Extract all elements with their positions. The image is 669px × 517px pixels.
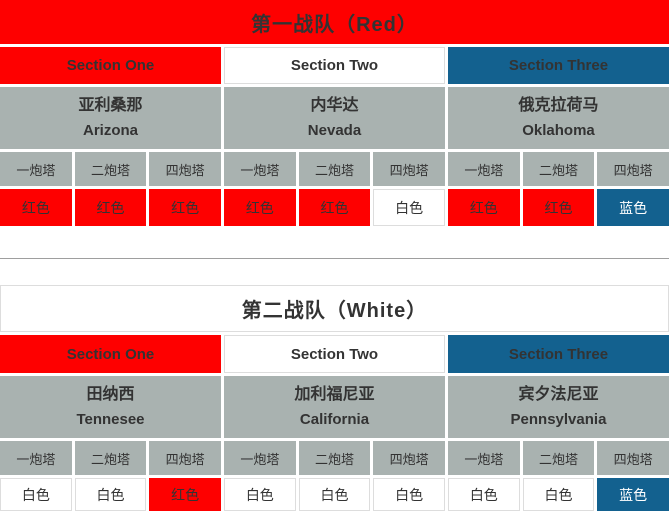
state-name-cn: 加利福尼亚 bbox=[294, 385, 375, 403]
team1-s1-tower1-header: 一炮塔 bbox=[0, 152, 72, 186]
table-divider bbox=[0, 258, 669, 259]
team1-s1-tower1-color: 红色 bbox=[0, 189, 72, 226]
team2-state-tennesee: 田纳西 Tennesee bbox=[0, 376, 221, 438]
team2-section-two-header: Section Two bbox=[223, 335, 445, 373]
team1-s1-tower2-color: 红色 bbox=[74, 189, 147, 226]
state-name-cn: 俄克拉荷马 bbox=[518, 96, 599, 114]
team2-s3-tower1-color: 白色 bbox=[447, 478, 520, 511]
state-name-en: California bbox=[299, 411, 370, 429]
team1-section-three-header: Section Three bbox=[447, 47, 669, 84]
state-name-cn: 内华达 bbox=[310, 96, 359, 114]
team2-section-one-header: Section One bbox=[0, 335, 221, 373]
team2-s1-tower2-header: 二炮塔 bbox=[74, 441, 147, 475]
team1-s2-tower1-header: 一炮塔 bbox=[223, 152, 296, 186]
team1-state-arizona: 亚利桑那 Arizona bbox=[0, 87, 221, 149]
team1-s3-tower1-color: 红色 bbox=[447, 189, 520, 226]
team1-state-oklahoma: 俄克拉荷马 Oklahoma bbox=[447, 87, 669, 149]
team1-s3-tower1-header: 一炮塔 bbox=[447, 152, 520, 186]
team1-s3-tower4-header: 四炮塔 bbox=[597, 152, 669, 186]
team2-s3-tower1-header: 一炮塔 bbox=[447, 441, 520, 475]
state-name-en: Oklahoma bbox=[522, 122, 595, 140]
state-name-cn: 宾夕法尼亚 bbox=[518, 385, 599, 403]
team2-s1-tower4-header: 四炮塔 bbox=[149, 441, 221, 475]
team2-s3-tower2-header: 二炮塔 bbox=[522, 441, 595, 475]
team2-s2-tower1-header: 一炮塔 bbox=[223, 441, 296, 475]
team1-s1-tower4-header: 四炮塔 bbox=[149, 152, 221, 186]
state-name-cn: 田纳西 bbox=[86, 385, 135, 403]
team1-section-two-header: Section Two bbox=[223, 47, 445, 84]
team1-state-nevada: 内华达 Nevada bbox=[223, 87, 445, 149]
team1-table: 第一战队（Red） Section One Section Two Sectio… bbox=[0, 0, 669, 226]
team1-s3-tower2-header: 二炮塔 bbox=[522, 152, 595, 186]
team1-s2-tower4-color: 白色 bbox=[373, 189, 445, 226]
team2-s2-tower2-color: 白色 bbox=[298, 478, 371, 511]
team1-section-one-header: Section One bbox=[0, 47, 221, 84]
team2-s2-tower4-header: 四炮塔 bbox=[373, 441, 445, 475]
team1-s2-tower4-header: 四炮塔 bbox=[373, 152, 445, 186]
team1-s3-tower2-color: 红色 bbox=[522, 189, 595, 226]
team2-s3-tower2-color: 白色 bbox=[522, 478, 595, 511]
team2-table: 第二战队（White） Section One Section Two Sect… bbox=[0, 285, 669, 511]
state-name-en: Tennesee bbox=[76, 411, 145, 429]
team2-s2-tower2-header: 二炮塔 bbox=[298, 441, 371, 475]
team2-s2-tower4-color: 白色 bbox=[373, 478, 445, 511]
team2-s1-tower4-color: 红色 bbox=[149, 478, 221, 511]
team2-s3-tower4-header: 四炮塔 bbox=[597, 441, 669, 475]
state-name-cn: 亚利桑那 bbox=[78, 96, 143, 114]
state-name-en: Arizona bbox=[82, 122, 138, 140]
team1-s1-tower2-header: 二炮塔 bbox=[74, 152, 147, 186]
team2-s3-tower4-color: 蓝色 bbox=[597, 478, 669, 511]
team1-s1-tower4-color: 红色 bbox=[149, 189, 221, 226]
team2-state-pennsylvania: 宾夕法尼亚 Pennsylvania bbox=[447, 376, 669, 438]
team2-s1-tower2-color: 白色 bbox=[74, 478, 147, 511]
team1-s2-tower2-color: 红色 bbox=[298, 189, 371, 226]
state-name-en: Nevada bbox=[307, 122, 362, 140]
team2-s1-tower1-header: 一炮塔 bbox=[0, 441, 72, 475]
team2-s1-tower1-color: 白色 bbox=[0, 478, 72, 511]
team2-title: 第二战队（White） bbox=[0, 285, 669, 332]
team1-s2-tower1-color: 红色 bbox=[223, 189, 296, 226]
team1-s2-tower2-header: 二炮塔 bbox=[298, 152, 371, 186]
team1-s3-tower4-color: 蓝色 bbox=[597, 189, 669, 226]
team2-state-california: 加利福尼亚 California bbox=[223, 376, 445, 438]
team2-s2-tower1-color: 白色 bbox=[223, 478, 296, 511]
state-name-en: Pennsylvania bbox=[510, 411, 607, 429]
team1-title: 第一战队（Red） bbox=[0, 0, 669, 44]
team2-section-three-header: Section Three bbox=[447, 335, 669, 373]
